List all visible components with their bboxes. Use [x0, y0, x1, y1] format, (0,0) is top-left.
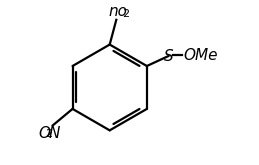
Text: O: O — [39, 126, 51, 141]
Text: S: S — [164, 49, 174, 64]
Text: N: N — [49, 126, 60, 141]
Text: 2: 2 — [123, 9, 130, 19]
Text: no: no — [109, 4, 128, 19]
Text: 2: 2 — [45, 129, 53, 139]
Text: OMe: OMe — [183, 48, 218, 63]
